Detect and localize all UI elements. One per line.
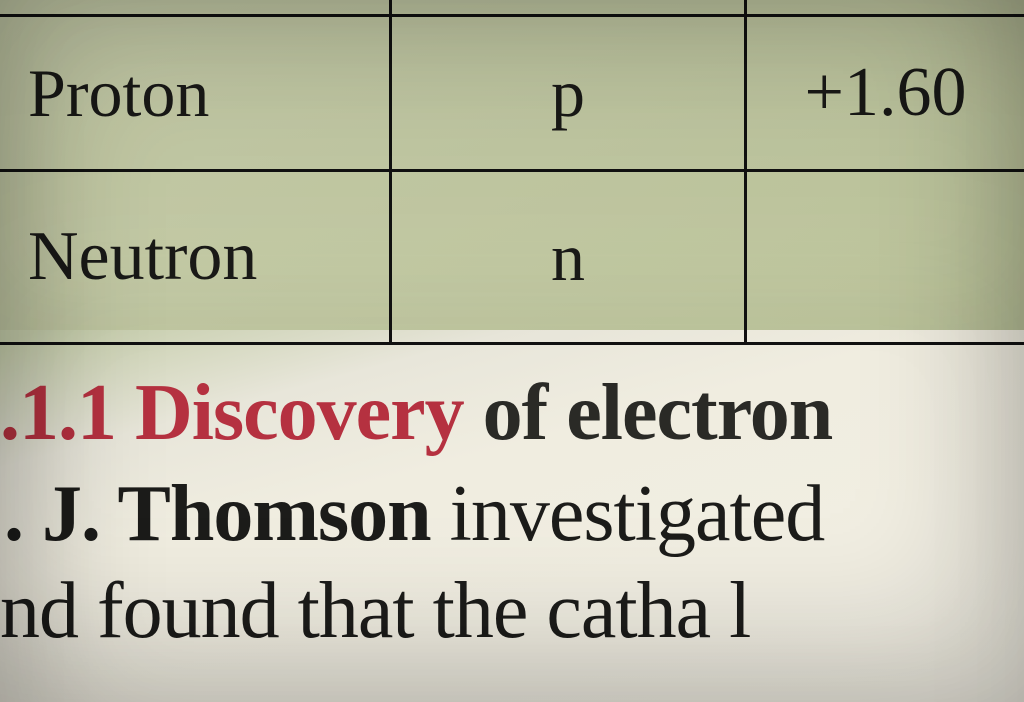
particle-table-region: Proton p +1.60 Neutron n	[0, 0, 1024, 330]
cell-cut-2	[391, 0, 746, 16]
cell-charge-proton: +1.60	[746, 16, 1024, 171]
particle-table: Proton p +1.60 Neutron n	[0, 0, 1024, 345]
table-row: Proton p +1.60	[0, 16, 1024, 171]
body-line-1: . J. Thomson investigated	[0, 469, 1024, 560]
cell-symbol-neutron: n	[391, 171, 746, 344]
cell-cut-1	[0, 0, 391, 16]
table-row-cutoff	[0, 0, 1024, 16]
heading-title-colored: Discovery	[135, 369, 464, 457]
cell-particle-proton: Proton	[0, 16, 391, 171]
body-line-2: nd found that the catha l	[0, 566, 1024, 657]
textbook-page: Proton p +1.60 Neutron n .1.1 Discovery …	[0, 0, 1024, 702]
heading-title-rest: of electron	[464, 369, 833, 457]
heading-number: .1.1	[0, 369, 135, 457]
body-text-region: .1.1 Discovery of electron . J. Thomson …	[0, 330, 1024, 657]
body-author: J. Thomson	[42, 470, 431, 558]
cell-symbol-proton: p	[391, 16, 746, 171]
cell-charge-neutron	[746, 171, 1024, 344]
cell-cut-3	[746, 0, 1024, 16]
body-prefix: .	[4, 470, 42, 558]
table-row: Neutron n	[0, 171, 1024, 344]
body-rest: investigated	[431, 470, 825, 558]
section-heading: .1.1 Discovery of electron	[0, 368, 1024, 459]
cell-particle-neutron: Neutron	[0, 171, 391, 344]
